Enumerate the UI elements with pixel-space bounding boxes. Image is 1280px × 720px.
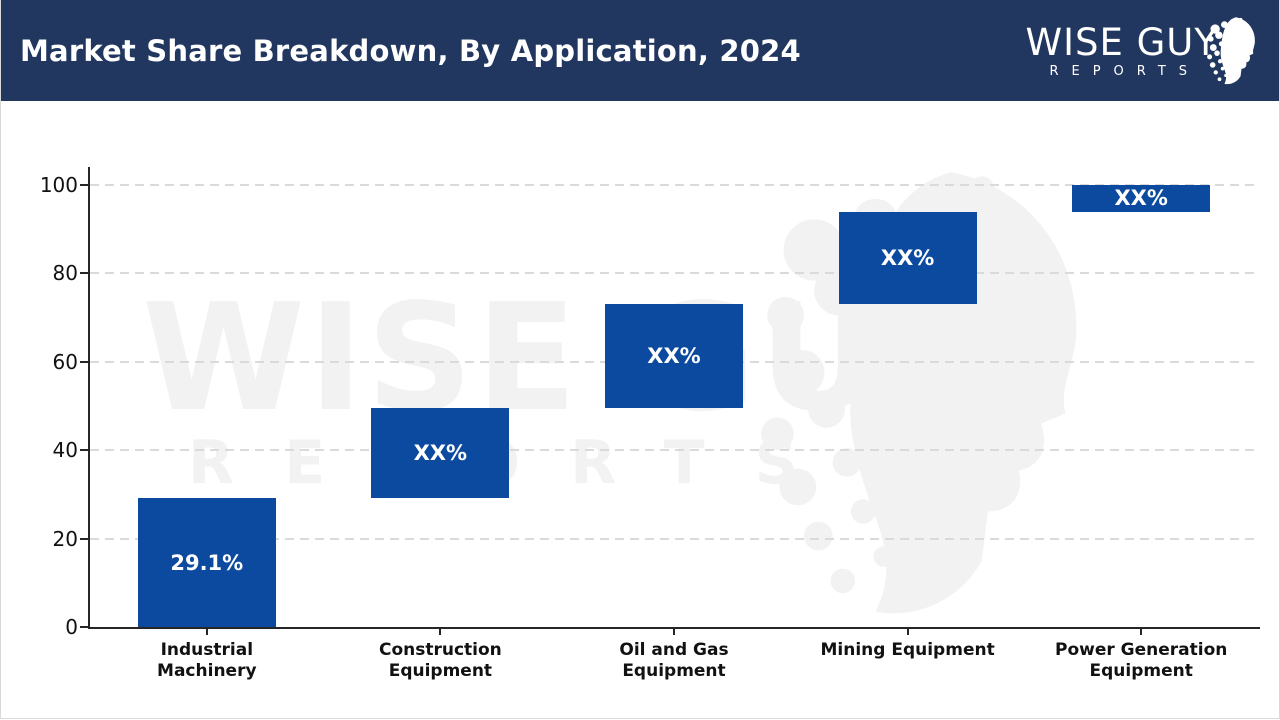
x-tick-mark-power-generation-equipment (1140, 629, 1143, 635)
x-category-label-construction-equipment: Construction Equipment (378, 640, 502, 681)
x-category-label-mining-equipment: Mining Equipment (820, 640, 995, 660)
y-tick-mark-20 (80, 537, 88, 540)
gridline-80 (90, 272, 1258, 275)
x-tick-mark-construction-equipment (439, 629, 442, 635)
y-tick-mark-40 (80, 449, 88, 452)
brand-logo-name: WISE GUY (1025, 21, 1218, 64)
header-bar: Market Share Breakdown, By Application, … (0, 0, 1280, 101)
bar-value-label-oil-and-gas-equipment: XX% (647, 344, 701, 369)
y-axis (88, 167, 90, 629)
bar-industrial-machinery: 29.1% (137, 498, 276, 627)
y-tick-mark-0 (80, 626, 88, 628)
x-tick-mark-mining-equipment (906, 629, 909, 635)
y-tick-label-100: 100 (39, 173, 78, 197)
bar-oil-and-gas-equipment: XX% (605, 304, 743, 409)
x-category-label-oil-and-gas-equipment: Oil and Gas Equipment (619, 640, 729, 681)
brand-logo-text: WISE GUY REPORTS (1025, 21, 1218, 80)
bar-mining-equipment: XX% (838, 211, 977, 305)
x-category-label-industrial-machinery: Industrial Machinery (157, 640, 257, 681)
x-tick-mark-industrial-machinery (205, 629, 208, 635)
bar-power-generation-equipment: XX% (1072, 185, 1211, 212)
x-axis (88, 627, 1260, 629)
y-tick-label-0: 0 (65, 615, 78, 639)
bar-value-label-construction-equipment: XX% (413, 441, 468, 466)
bar-value-label-power-generation-equipment: XX% (1114, 186, 1168, 211)
gridline-40 (90, 449, 1258, 452)
bar-value-label-mining-equipment: XX% (880, 245, 935, 270)
page-title: Market Share Breakdown, By Application, … (20, 33, 801, 68)
gridline-100 (90, 184, 1258, 186)
y-tick-label-80: 80 (52, 261, 78, 286)
y-tick-label-20: 20 (52, 526, 78, 551)
x-category-label-power-generation-equipment: Power Generation Equipment (1054, 640, 1228, 681)
y-tick-label-60: 60 (52, 349, 78, 374)
bar-value-label-industrial-machinery: 29.1% (170, 550, 244, 575)
x-tick-mark-oil-and-gas-equipment (673, 629, 675, 635)
gridline-20 (90, 537, 1258, 540)
brand-logo-subname: REPORTS (1049, 64, 1201, 79)
y-tick-mark-60 (80, 360, 88, 363)
y-tick-mark-100 (80, 184, 88, 186)
y-tick-mark-80 (80, 272, 88, 275)
bar-construction-equipment: XX% (371, 408, 510, 499)
brand-logo: WISE GUY REPORTS (1026, 8, 1266, 94)
y-tick-label-40: 40 (52, 438, 78, 463)
